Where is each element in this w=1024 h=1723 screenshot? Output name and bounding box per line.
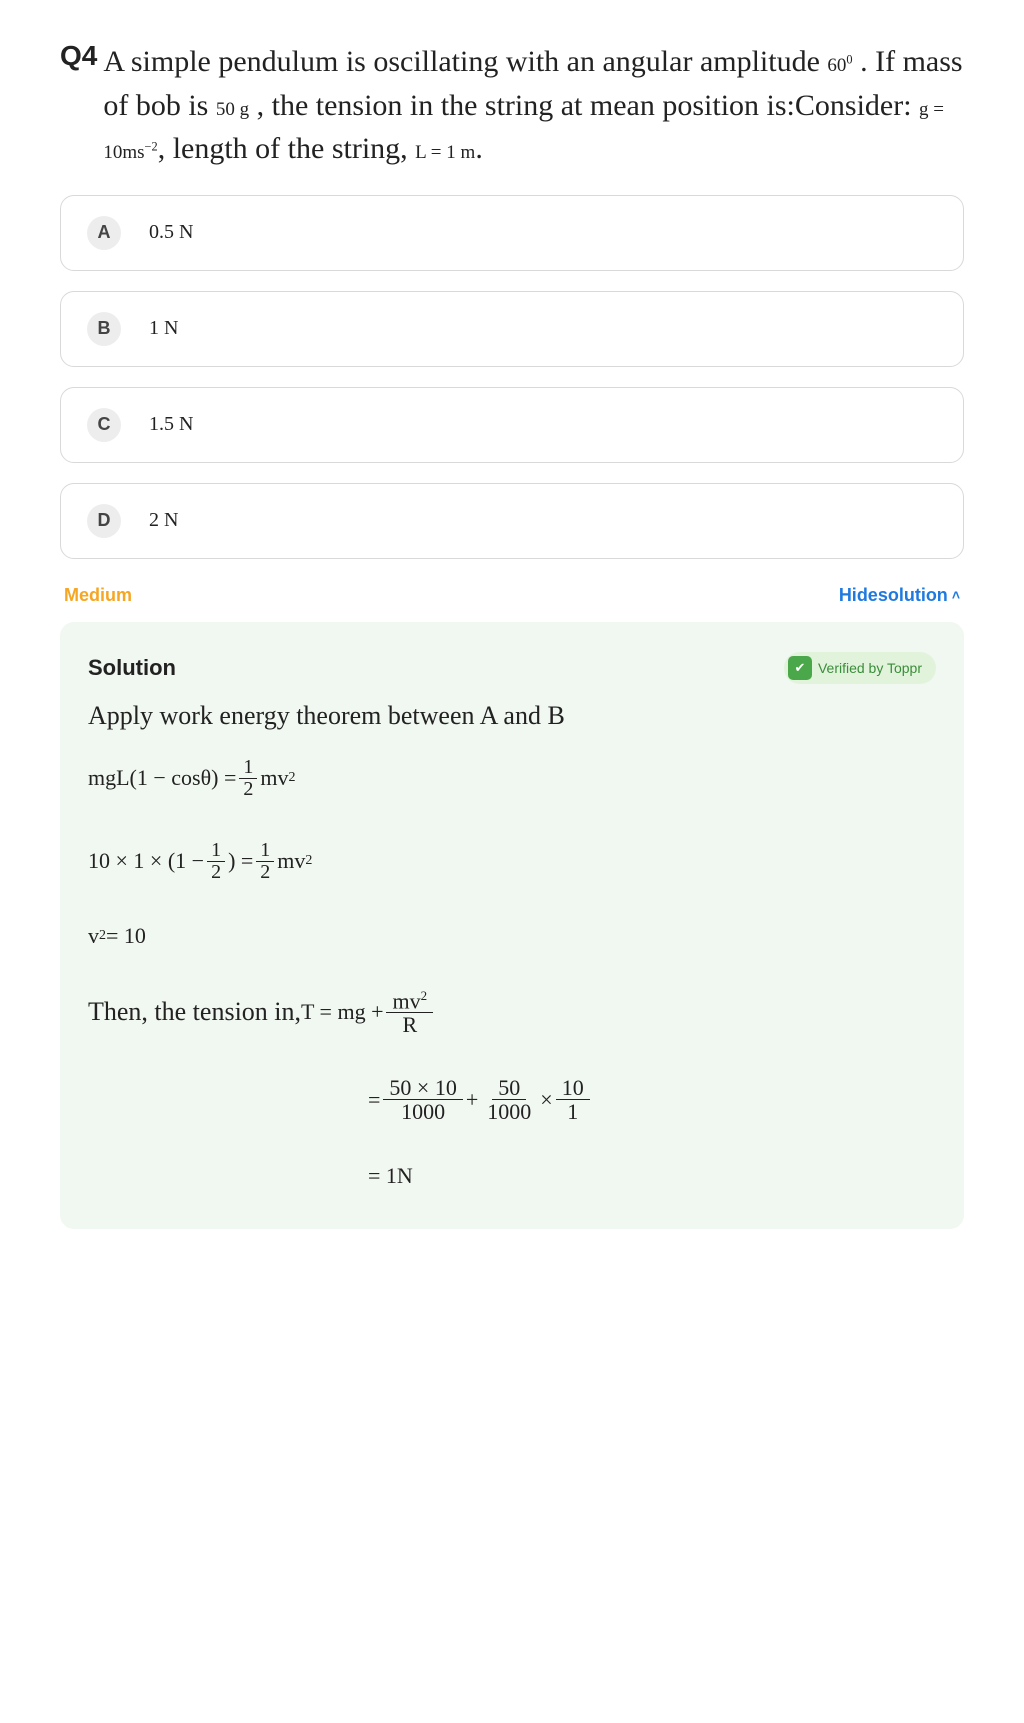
shield-icon: ✔ <box>788 656 812 680</box>
fraction: 50 1000 <box>481 1076 537 1123</box>
hide-solution-toggle[interactable]: Hidesolution ˄ <box>839 585 960 606</box>
equation-5: = 50 × 10 1000 + 50 1000 × 10 1 <box>88 1076 936 1123</box>
fraction: mv2 R <box>386 989 433 1037</box>
solution-header: Solution ✔ Verified by Toppr <box>88 652 936 684</box>
option-c[interactable]: C 1.5 N <box>60 387 964 463</box>
option-text: 1.5 N <box>149 413 193 436</box>
question-label: Q4 <box>60 40 97 171</box>
option-letter: C <box>87 408 121 442</box>
option-text: 1 N <box>149 317 178 340</box>
verified-badge: ✔ Verified by Toppr <box>784 652 936 684</box>
equation-3: v2 = 10 <box>88 923 936 949</box>
fraction: 1 2 <box>239 757 257 800</box>
option-text: 2 N <box>149 509 178 532</box>
hide-solution-label: Hidesolution <box>839 585 948 606</box>
equation-4: Then, the tension in, T = mg + mv2 R <box>88 989 936 1037</box>
q-part3: , the tension in the string at mean posi… <box>249 89 919 122</box>
solution-intro: Apply work energy theorem between A and … <box>88 696 936 735</box>
question-text: A simple pendulum is oscillating with an… <box>103 40 964 171</box>
option-a[interactable]: A 0.5 N <box>60 195 964 271</box>
equation-2: 10 × 1 × (1 − 1 2 ) = 1 2 mv2 <box>88 840 936 883</box>
option-letter: B <box>87 312 121 346</box>
solution-box: Solution ✔ Verified by Toppr Apply work … <box>60 622 964 1230</box>
q-part5: . <box>475 132 483 165</box>
q-part4: , length of the string, <box>158 132 415 165</box>
option-letter: D <box>87 504 121 538</box>
option-letter: A <box>87 216 121 250</box>
fraction: 1 2 <box>207 840 225 883</box>
verified-text: Verified by Toppr <box>818 660 922 676</box>
equation-1: mgL(1 − cosθ) = 1 2 mv2 <box>88 757 936 800</box>
option-d[interactable]: D 2 N <box>60 483 964 559</box>
meta-row: Medium Hidesolution ˄ <box>64 585 960 606</box>
fraction: 50 × 10 1000 <box>383 1076 462 1123</box>
fraction: 1 2 <box>256 840 274 883</box>
option-b[interactable]: B 1 N <box>60 291 964 367</box>
option-text: 0.5 N <box>149 221 193 244</box>
solution-title: Solution <box>88 655 176 681</box>
q-part1: A simple pendulum is oscillating with an… <box>103 45 827 78</box>
fraction: 10 1 <box>556 1076 590 1123</box>
difficulty-label: Medium <box>64 585 132 606</box>
q-L: L = 1 m <box>415 142 475 163</box>
question-block: Q4 A simple pendulum is oscillating with… <box>60 40 964 171</box>
equation-6: = 1N <box>88 1163 936 1189</box>
q-amplitude: 600 <box>827 55 852 76</box>
chevron-up-icon: ˄ <box>952 587 960 603</box>
q-mass: 50 g <box>216 99 249 120</box>
options-list: A 0.5 N B 1 N C 1.5 N D 2 N <box>60 195 964 559</box>
